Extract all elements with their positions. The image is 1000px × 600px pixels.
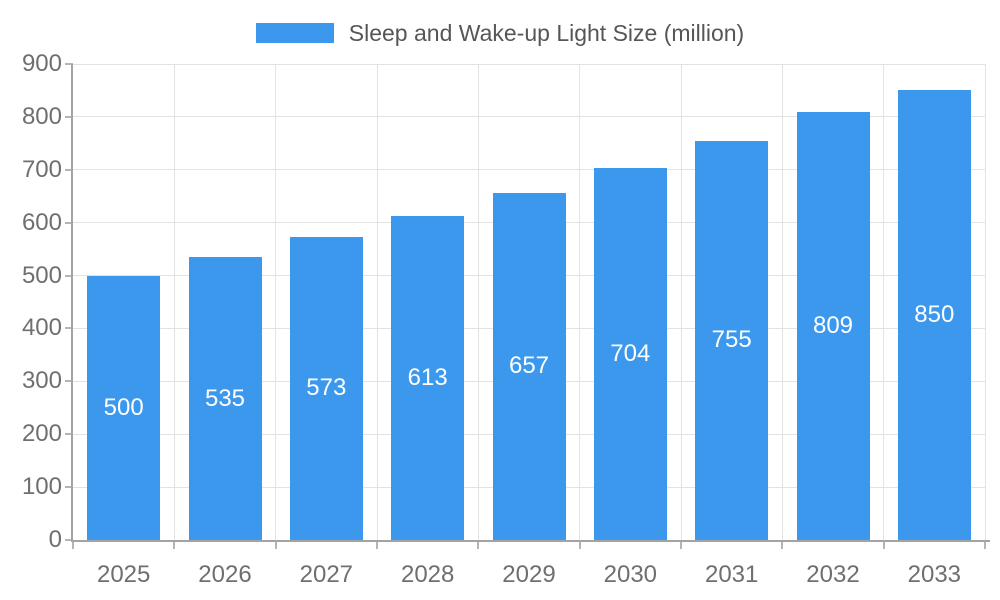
x-axis-tick [72, 540, 74, 549]
x-axis-tick-label: 2025 [96, 561, 151, 588]
gridline-vertical [781, 64, 783, 540]
y-axis-line [71, 64, 73, 542]
chart-legend[interactable]: Sleep and Wake-up Light Size (million) [0, 20, 1000, 46]
y-axis-tick-label: 400 [21, 314, 62, 342]
bar-2025[interactable] [87, 275, 161, 540]
y-axis-tick [65, 168, 73, 171]
y-axis-tick-label: 200 [21, 420, 62, 448]
bar-value-label: 613 [407, 363, 448, 391]
x-axis-tick [781, 540, 784, 549]
y-axis-tick-label: 0 [48, 526, 62, 553]
x-axis-tick-label: 2028 [400, 561, 455, 588]
bar-2027[interactable] [289, 236, 363, 540]
legend-label: Sleep and Wake-up Light Size (million) [348, 20, 745, 46]
y-axis-tick [65, 327, 73, 330]
gridline-vertical [173, 64, 175, 540]
x-axis-line [71, 540, 990, 542]
x-axis-tick-label: 2026 [198, 561, 252, 588]
y-axis-tick [65, 63, 73, 65]
x-axis-tick-label: 2029 [502, 561, 556, 588]
bar-value-label: 704 [610, 339, 651, 367]
bar-value-label: 573 [306, 374, 347, 402]
gridline-vertical [579, 64, 581, 540]
gridline-vertical [984, 64, 986, 540]
bar-2030[interactable] [593, 167, 667, 540]
x-axis-tick-label: 2027 [299, 561, 354, 588]
gridline-vertical [477, 64, 479, 540]
y-axis-tick [65, 433, 73, 436]
gridline-horizontal [73, 116, 985, 118]
legend-swatch [255, 23, 334, 43]
y-axis-tick [65, 380, 73, 383]
x-axis-tick [274, 540, 277, 549]
gridline-horizontal [73, 63, 985, 65]
bar-value-label: 850 [914, 301, 955, 329]
x-axis-tick-label: 2032 [806, 561, 860, 588]
x-axis-tick-label: 2030 [603, 561, 658, 588]
y-axis-tick-label: 800 [21, 102, 62, 130]
y-axis-tick-label: 100 [21, 473, 62, 501]
x-axis-tick [680, 540, 682, 549]
bar-2031[interactable] [695, 140, 769, 540]
y-axis-tick [65, 221, 73, 224]
bar-2033[interactable] [897, 90, 971, 540]
y-axis-tick [65, 486, 73, 489]
y-axis-tick [65, 274, 73, 277]
gridline-vertical [376, 64, 378, 540]
x-axis-tick [477, 540, 480, 549]
bar-value-label: 535 [204, 384, 246, 412]
bar-value-label: 755 [711, 326, 752, 354]
bar-2029[interactable] [492, 192, 566, 540]
bar-2026[interactable] [188, 257, 262, 540]
y-axis-tick-label: 600 [21, 208, 62, 236]
x-axis-tick [578, 540, 581, 549]
gridline-vertical [275, 64, 277, 540]
gridline-vertical [680, 64, 682, 540]
x-axis-tick [173, 540, 176, 549]
y-axis-tick-label: 500 [21, 261, 62, 289]
bar-2032[interactable] [796, 112, 870, 540]
gridline-vertical [883, 64, 885, 540]
y-axis-tick-label: 900 [21, 50, 62, 77]
x-axis-tick-label: 2033 [907, 561, 962, 588]
x-axis-tick [882, 540, 885, 549]
x-axis-tick [984, 540, 986, 549]
bar-2028[interactable] [391, 215, 465, 540]
bar-value-label: 809 [812, 312, 854, 340]
bar-value-label: 657 [508, 352, 550, 380]
bar-value-label: 500 [103, 393, 144, 421]
x-axis-tick [376, 540, 378, 549]
x-axis-tick-label: 2031 [704, 561, 759, 588]
y-axis-tick-label: 300 [21, 367, 62, 395]
y-axis-tick-label: 700 [21, 155, 62, 183]
y-axis-tick [65, 115, 73, 118]
gridline-horizontal [73, 169, 985, 171]
y-axis-tick [65, 539, 73, 541]
